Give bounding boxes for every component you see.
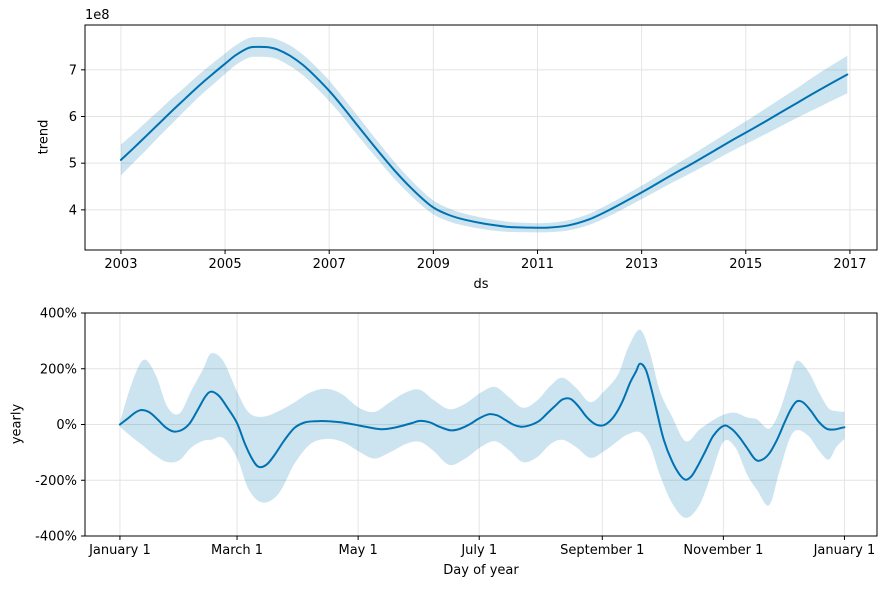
trend-offset-label: 1e8 (85, 8, 110, 23)
yearly-y-axis-label: yearly (9, 403, 25, 445)
yearly-xtick-label: November 1 (683, 543, 763, 558)
yearly-xtick-label: July 1 (460, 543, 497, 558)
yearly-xtick-label: March 1 (211, 543, 263, 558)
trend-xtick-label: 2007 (313, 257, 346, 272)
trend-ytick-label: 5 (69, 157, 77, 172)
yearly-xtick-label: September 1 (560, 543, 644, 558)
yearly-uncertainty-band (119, 329, 845, 518)
yearly-ytick-label: -200% (35, 474, 77, 489)
trend-xtick-label: 2015 (729, 257, 762, 272)
trend-uncertainty-band (120, 37, 848, 233)
yearly-xtick-label: January 1 (88, 543, 151, 558)
trend-xtick-label: 2013 (625, 257, 658, 272)
trend-xtick-label: 2011 (521, 257, 554, 272)
trend-xtick-label: 2017 (833, 257, 866, 272)
yearly-ytick-label: 0% (56, 418, 77, 433)
trend-spines (84, 24, 878, 251)
yearly-ytick-label: 400% (40, 307, 77, 322)
trend-x-axis-label: ds (473, 277, 489, 292)
trend-line (119, 45, 849, 229)
trend-ytick-label: 7 (69, 63, 77, 78)
trend-ytick-label: 6 (69, 110, 77, 125)
yearly-ytick-label: 200% (40, 362, 77, 377)
yearly-line (118, 362, 846, 481)
trend-y-axis-label: trend (36, 119, 52, 155)
trend-ytick-label: 4 (69, 203, 77, 218)
trend-xtick-label: 2005 (209, 257, 242, 272)
yearly-xtick-label: January 1 (813, 543, 876, 558)
yearly-x-axis-label: Day of year (443, 563, 519, 578)
yearly-xtick-label: May 1 (338, 543, 377, 558)
yearly-ytick-label: -400% (35, 530, 77, 545)
trend-xtick-label: 2003 (104, 257, 137, 272)
trend-xtick-label: 2009 (417, 257, 450, 272)
